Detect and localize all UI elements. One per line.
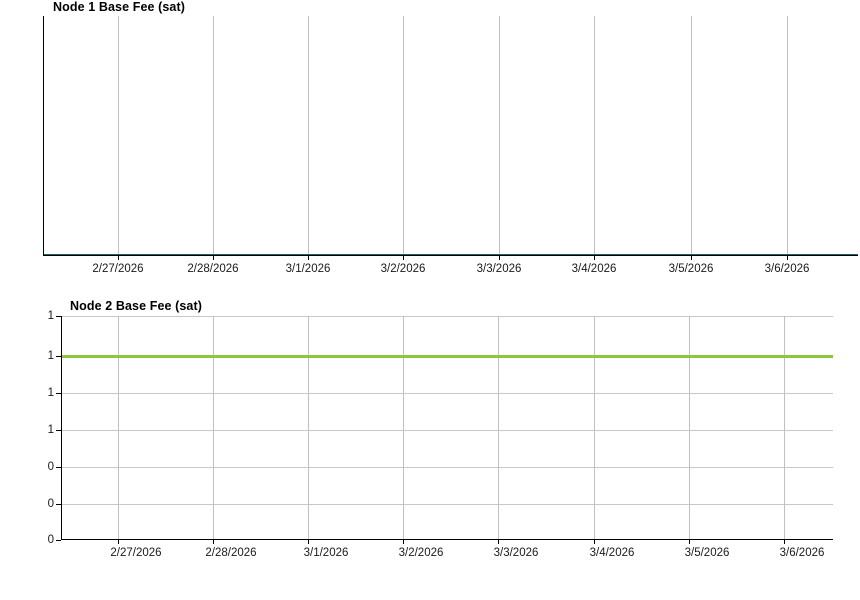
y-tick-mark (56, 504, 61, 505)
x-tick-label: 3/1/2026 (303, 547, 349, 559)
gridline-vertical (787, 16, 788, 256)
gridline-vertical (118, 316, 119, 540)
gridline-vertical (118, 16, 119, 256)
series-line-node-2 (61, 355, 833, 358)
x-tick-label: 3/4/2026 (589, 547, 635, 559)
gridline-vertical (308, 316, 309, 540)
x-tick-mark (308, 540, 309, 544)
x-tick-mark (213, 540, 214, 544)
y-tick-mark (56, 540, 61, 541)
gridline-horizontal (61, 316, 833, 317)
x-axis-line-node-1 (43, 255, 858, 256)
x-tick-mark (118, 256, 119, 260)
gridline-vertical (689, 316, 690, 540)
y-tick-label: 0 (47, 461, 54, 473)
x-tick-label: 2/28/2026 (205, 547, 257, 559)
plot-area-node-1 (43, 16, 858, 256)
chart-title-node-1: Node 1 Base Fee (sat) (53, 0, 186, 14)
x-tick-mark (403, 540, 404, 544)
gridline-horizontal (61, 467, 833, 468)
x-tick-label: 2/27/2026 (92, 263, 144, 275)
y-tick-label: 0 (47, 534, 54, 546)
gridline-vertical (213, 316, 214, 540)
chart-node-1-base-fee: Node 1 Base Fee (sat) 2/27/2026 (0, 0, 860, 292)
gridline-vertical (499, 16, 500, 256)
y-tick-mark (56, 467, 61, 468)
y-tick-label: 0 (47, 498, 54, 510)
x-tick-label: 3/6/2026 (764, 263, 810, 275)
y-tick-mark (56, 430, 61, 431)
gridline-vertical (498, 316, 499, 540)
y-tick-mark (56, 356, 61, 357)
x-tick-label: 3/6/2026 (779, 547, 825, 559)
x-tick-label: 3/1/2026 (285, 263, 331, 275)
gridline-vertical (691, 16, 692, 256)
y-tick-label: 1 (47, 350, 54, 362)
x-tick-label: 3/4/2026 (571, 263, 617, 275)
x-tick-label: 3/3/2026 (493, 547, 539, 559)
x-tick-mark (498, 540, 499, 544)
x-tick-mark (118, 540, 119, 544)
x-tick-mark (308, 256, 309, 260)
gridline-vertical (784, 316, 785, 540)
y-tick-label: 1 (47, 310, 54, 322)
x-tick-mark (784, 540, 785, 544)
gridline-vertical (308, 16, 309, 256)
x-tick-label: 2/28/2026 (187, 263, 239, 275)
x-tick-mark (594, 540, 595, 544)
y-tick-mark (56, 393, 61, 394)
x-axis-line-node-2 (61, 539, 833, 540)
chart-title-node-2: Node 2 Base Fee (sat) (70, 299, 203, 313)
gridline-vertical (594, 316, 595, 540)
gridline-vertical (213, 16, 214, 256)
x-tick-mark (691, 256, 692, 260)
x-tick-mark (403, 256, 404, 260)
x-tick-label: 3/5/2026 (684, 547, 730, 559)
y-tick-mark (56, 316, 61, 317)
y-axis-line-node-2 (61, 316, 62, 540)
x-tick-mark (213, 256, 214, 260)
x-tick-label: 3/3/2026 (476, 263, 522, 275)
x-tick-mark (689, 540, 690, 544)
gridline-vertical (403, 316, 404, 540)
gridline-horizontal (61, 430, 833, 431)
y-tick-label: 1 (47, 424, 54, 436)
y-tick-label: 1 (47, 387, 54, 399)
x-tick-mark (594, 256, 595, 260)
gridline-horizontal (61, 393, 833, 394)
gridline-vertical (594, 16, 595, 256)
gridline-horizontal (61, 504, 833, 505)
x-tick-label: 3/2/2026 (398, 547, 444, 559)
plot-area-node-2 (61, 316, 833, 540)
x-tick-label: 3/2/2026 (380, 263, 426, 275)
chart-node-2-base-fee: Node 2 Base Fee (sat) (0, 292, 860, 600)
x-tick-label: 2/27/2026 (110, 547, 162, 559)
x-tick-mark (787, 256, 788, 260)
y-axis-line-node-1 (43, 16, 44, 256)
x-tick-label: 3/5/2026 (668, 263, 714, 275)
x-tick-mark (499, 256, 500, 260)
gridline-vertical (403, 16, 404, 256)
